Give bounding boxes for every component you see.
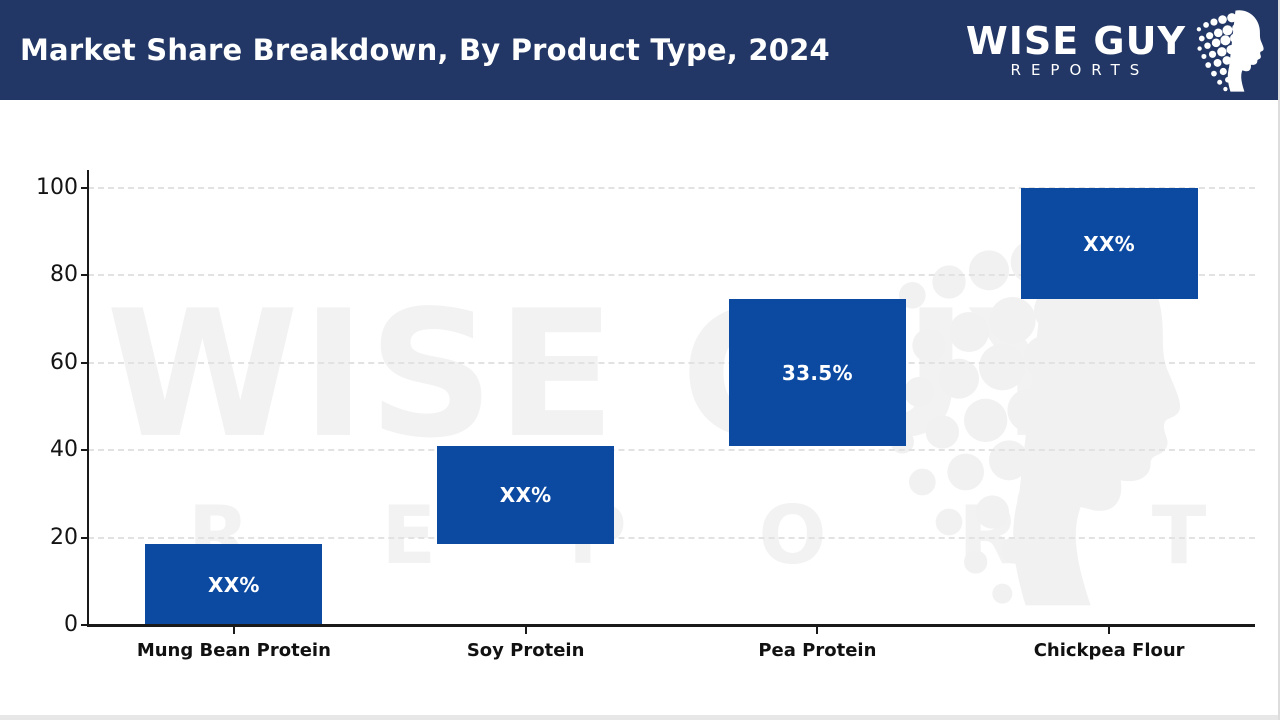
wise-guy-reports-logo: WISE GUY REPORTS [966, 6, 1266, 94]
gridline-y40 [88, 449, 1255, 452]
y-tick-mark [81, 536, 87, 539]
gridline-y60 [88, 361, 1255, 364]
x-category-label: Pea Protein [758, 640, 877, 661]
y-tick-label: 40 [50, 437, 78, 463]
watermark-dotface-logo [869, 227, 1181, 606]
x-category-label: Mung Bean Protein [136, 640, 331, 661]
y-tick-mark [81, 449, 87, 452]
y-axis-line [87, 170, 89, 627]
y-tick-label: 0 [64, 612, 78, 637]
bar-chickpea-flour: XX% [1020, 188, 1198, 300]
gridline-y20 [88, 536, 1255, 539]
gridline-y100 [88, 187, 1255, 189]
bar-pea-protein: 33.5% [728, 299, 906, 446]
y-tick-mark [81, 187, 87, 189]
figure-right-edge [1278, 0, 1280, 720]
header-band: Market Share Breakdown, By Product Type,… [0, 0, 1280, 100]
y-tick-mark [81, 624, 87, 626]
y-tick-mark [81, 361, 87, 364]
bar-soy-protein: XX% [437, 445, 615, 545]
bar-value-label: XX% [499, 482, 552, 507]
logo-text: WISE GUY REPORTS [966, 22, 1186, 78]
x-tick-mark [1108, 627, 1111, 634]
logo-reports-label: REPORTS [1010, 61, 1150, 79]
y-tick-label: 100 [36, 175, 78, 200]
logo-dotface-icon [1196, 10, 1264, 92]
y-tick-label: 20 [50, 524, 78, 550]
y-tick-label: 60 [50, 349, 78, 375]
bar-value-label: XX% [207, 572, 260, 597]
y-tick-mark [81, 274, 87, 277]
bar-value-label: XX% [1083, 231, 1136, 256]
y-tick-label: 80 [50, 262, 78, 288]
x-category-label: Soy Protein [466, 640, 585, 661]
bar-mung-bean-protein: XX% [145, 544, 323, 625]
x-tick-mark [816, 627, 819, 634]
chart-title: Market Share Breakdown, By Product Type,… [20, 33, 830, 67]
logo-wiseguy-label: WISE GUY [965, 19, 1186, 63]
gridline-y80 [88, 274, 1255, 277]
x-tick-mark [524, 627, 527, 634]
x-category-label: Chickpea Flour [1033, 640, 1185, 661]
x-axis-line [87, 624, 1255, 627]
figure-bottom-edge [0, 715, 1280, 720]
x-tick-mark [232, 627, 235, 634]
bar-value-label: 33.5% [781, 360, 853, 385]
